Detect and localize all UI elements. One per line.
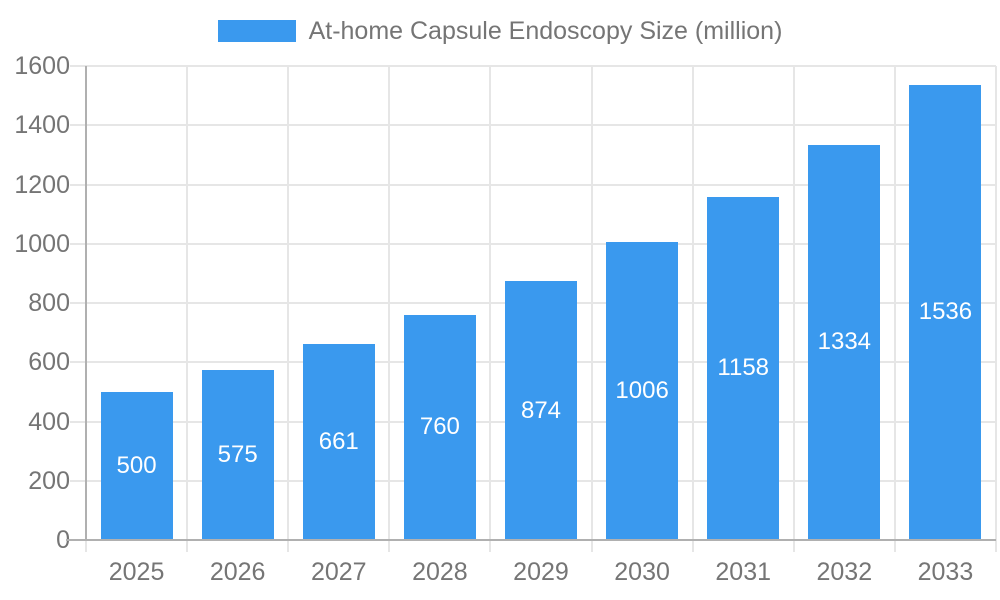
y-axis-tick bbox=[70, 183, 86, 186]
y-axis-tick bbox=[70, 242, 86, 245]
y-axis-tick-label: 1000 bbox=[14, 229, 70, 258]
bar-value-label: 575 bbox=[217, 440, 258, 468]
bar-value-label: 760 bbox=[419, 413, 460, 441]
x-axis-tick bbox=[388, 540, 391, 552]
bar-2032: 1334 bbox=[808, 144, 881, 540]
x-axis-tick-label: 2031 bbox=[715, 558, 772, 586]
gridline-vertical bbox=[388, 66, 391, 540]
x-axis-tick-label: 2029 bbox=[513, 558, 569, 586]
gridline-vertical bbox=[590, 66, 593, 540]
x-axis-tick-label: 2025 bbox=[108, 558, 165, 586]
x-axis-tick bbox=[995, 540, 997, 552]
gridline-vertical bbox=[792, 66, 795, 540]
gridline-horizontal bbox=[86, 183, 996, 186]
y-axis-tick bbox=[70, 65, 86, 67]
bar-2030: 1006 bbox=[606, 241, 679, 540]
y-axis-line bbox=[85, 66, 87, 540]
bar-2029: 874 bbox=[505, 281, 577, 540]
bar-2033: 1536 bbox=[909, 84, 982, 540]
bar-value-label: 1006 bbox=[615, 376, 669, 404]
y-axis-tick-label: 400 bbox=[28, 407, 70, 436]
x-axis-tick bbox=[792, 540, 795, 552]
gridline-vertical bbox=[995, 66, 997, 540]
legend[interactable]: At-home Capsule Endoscopy Size (million) bbox=[0, 17, 1000, 45]
y-axis-tick bbox=[70, 302, 86, 304]
y-axis-tick bbox=[70, 420, 86, 423]
x-axis-tick bbox=[186, 540, 189, 552]
x-axis-tick bbox=[287, 540, 290, 552]
bar-2025: 500 bbox=[100, 391, 173, 540]
x-axis-tick-label: 2026 bbox=[209, 558, 266, 586]
y-axis-tick-label: 800 bbox=[28, 289, 70, 317]
y-axis-tick-label: 600 bbox=[28, 348, 70, 377]
gridline-horizontal bbox=[86, 242, 996, 245]
bar-value-label: 1536 bbox=[918, 298, 973, 326]
gridline-vertical bbox=[893, 66, 896, 540]
gridline-vertical bbox=[691, 66, 694, 540]
bar-2027: 661 bbox=[302, 344, 375, 540]
plot-area: 500 2025 575 2026 661 2027 760 2028 874 2029 1006 2… bbox=[66, 65, 997, 586]
y-axis-tick-label: 1400 bbox=[14, 111, 70, 140]
x-axis-tick bbox=[590, 540, 593, 552]
legend-label: At-home Capsule Endoscopy Size (million) bbox=[308, 16, 783, 45]
x-axis-tick-label: 2030 bbox=[614, 558, 670, 586]
bar-value-label: 1334 bbox=[817, 328, 872, 356]
y-axis-tick bbox=[70, 124, 86, 127]
x-axis-tick-label: 2032 bbox=[816, 558, 873, 586]
gridline-vertical bbox=[287, 66, 290, 540]
y-axis-tick-label: 1200 bbox=[14, 170, 70, 199]
bar-value-label: 500 bbox=[116, 451, 157, 479]
gridline-vertical bbox=[489, 66, 492, 540]
gridline-horizontal bbox=[86, 124, 996, 127]
bar-value-label: 1158 bbox=[717, 354, 770, 382]
bar-2028: 760 bbox=[403, 314, 476, 540]
x-axis-tick-label: 2027 bbox=[310, 558, 367, 586]
bar-value-label: 874 bbox=[520, 396, 562, 424]
bar-2026: 575 bbox=[201, 369, 274, 540]
y-axis-tick bbox=[70, 361, 86, 364]
gridline-horizontal bbox=[86, 65, 996, 67]
y-axis-tick-label: 200 bbox=[28, 466, 70, 495]
x-axis-tick bbox=[85, 540, 87, 552]
gridline-vertical bbox=[186, 66, 189, 540]
x-axis-tick bbox=[893, 540, 896, 552]
x-axis-tick bbox=[691, 540, 694, 552]
x-axis-tick-label: 2028 bbox=[412, 558, 468, 586]
y-axis-tick-label: 1600 bbox=[14, 52, 70, 80]
x-axis-line bbox=[66, 539, 996, 541]
y-axis-tick-label: 0 bbox=[56, 526, 70, 554]
y-axis-tick bbox=[70, 479, 86, 482]
x-axis-tick bbox=[489, 540, 492, 552]
x-axis-tick-label: 2033 bbox=[917, 558, 974, 586]
bar-value-label: 661 bbox=[318, 428, 359, 456]
legend-swatch-icon bbox=[217, 20, 296, 42]
bar-2031: 1158 bbox=[707, 196, 780, 540]
